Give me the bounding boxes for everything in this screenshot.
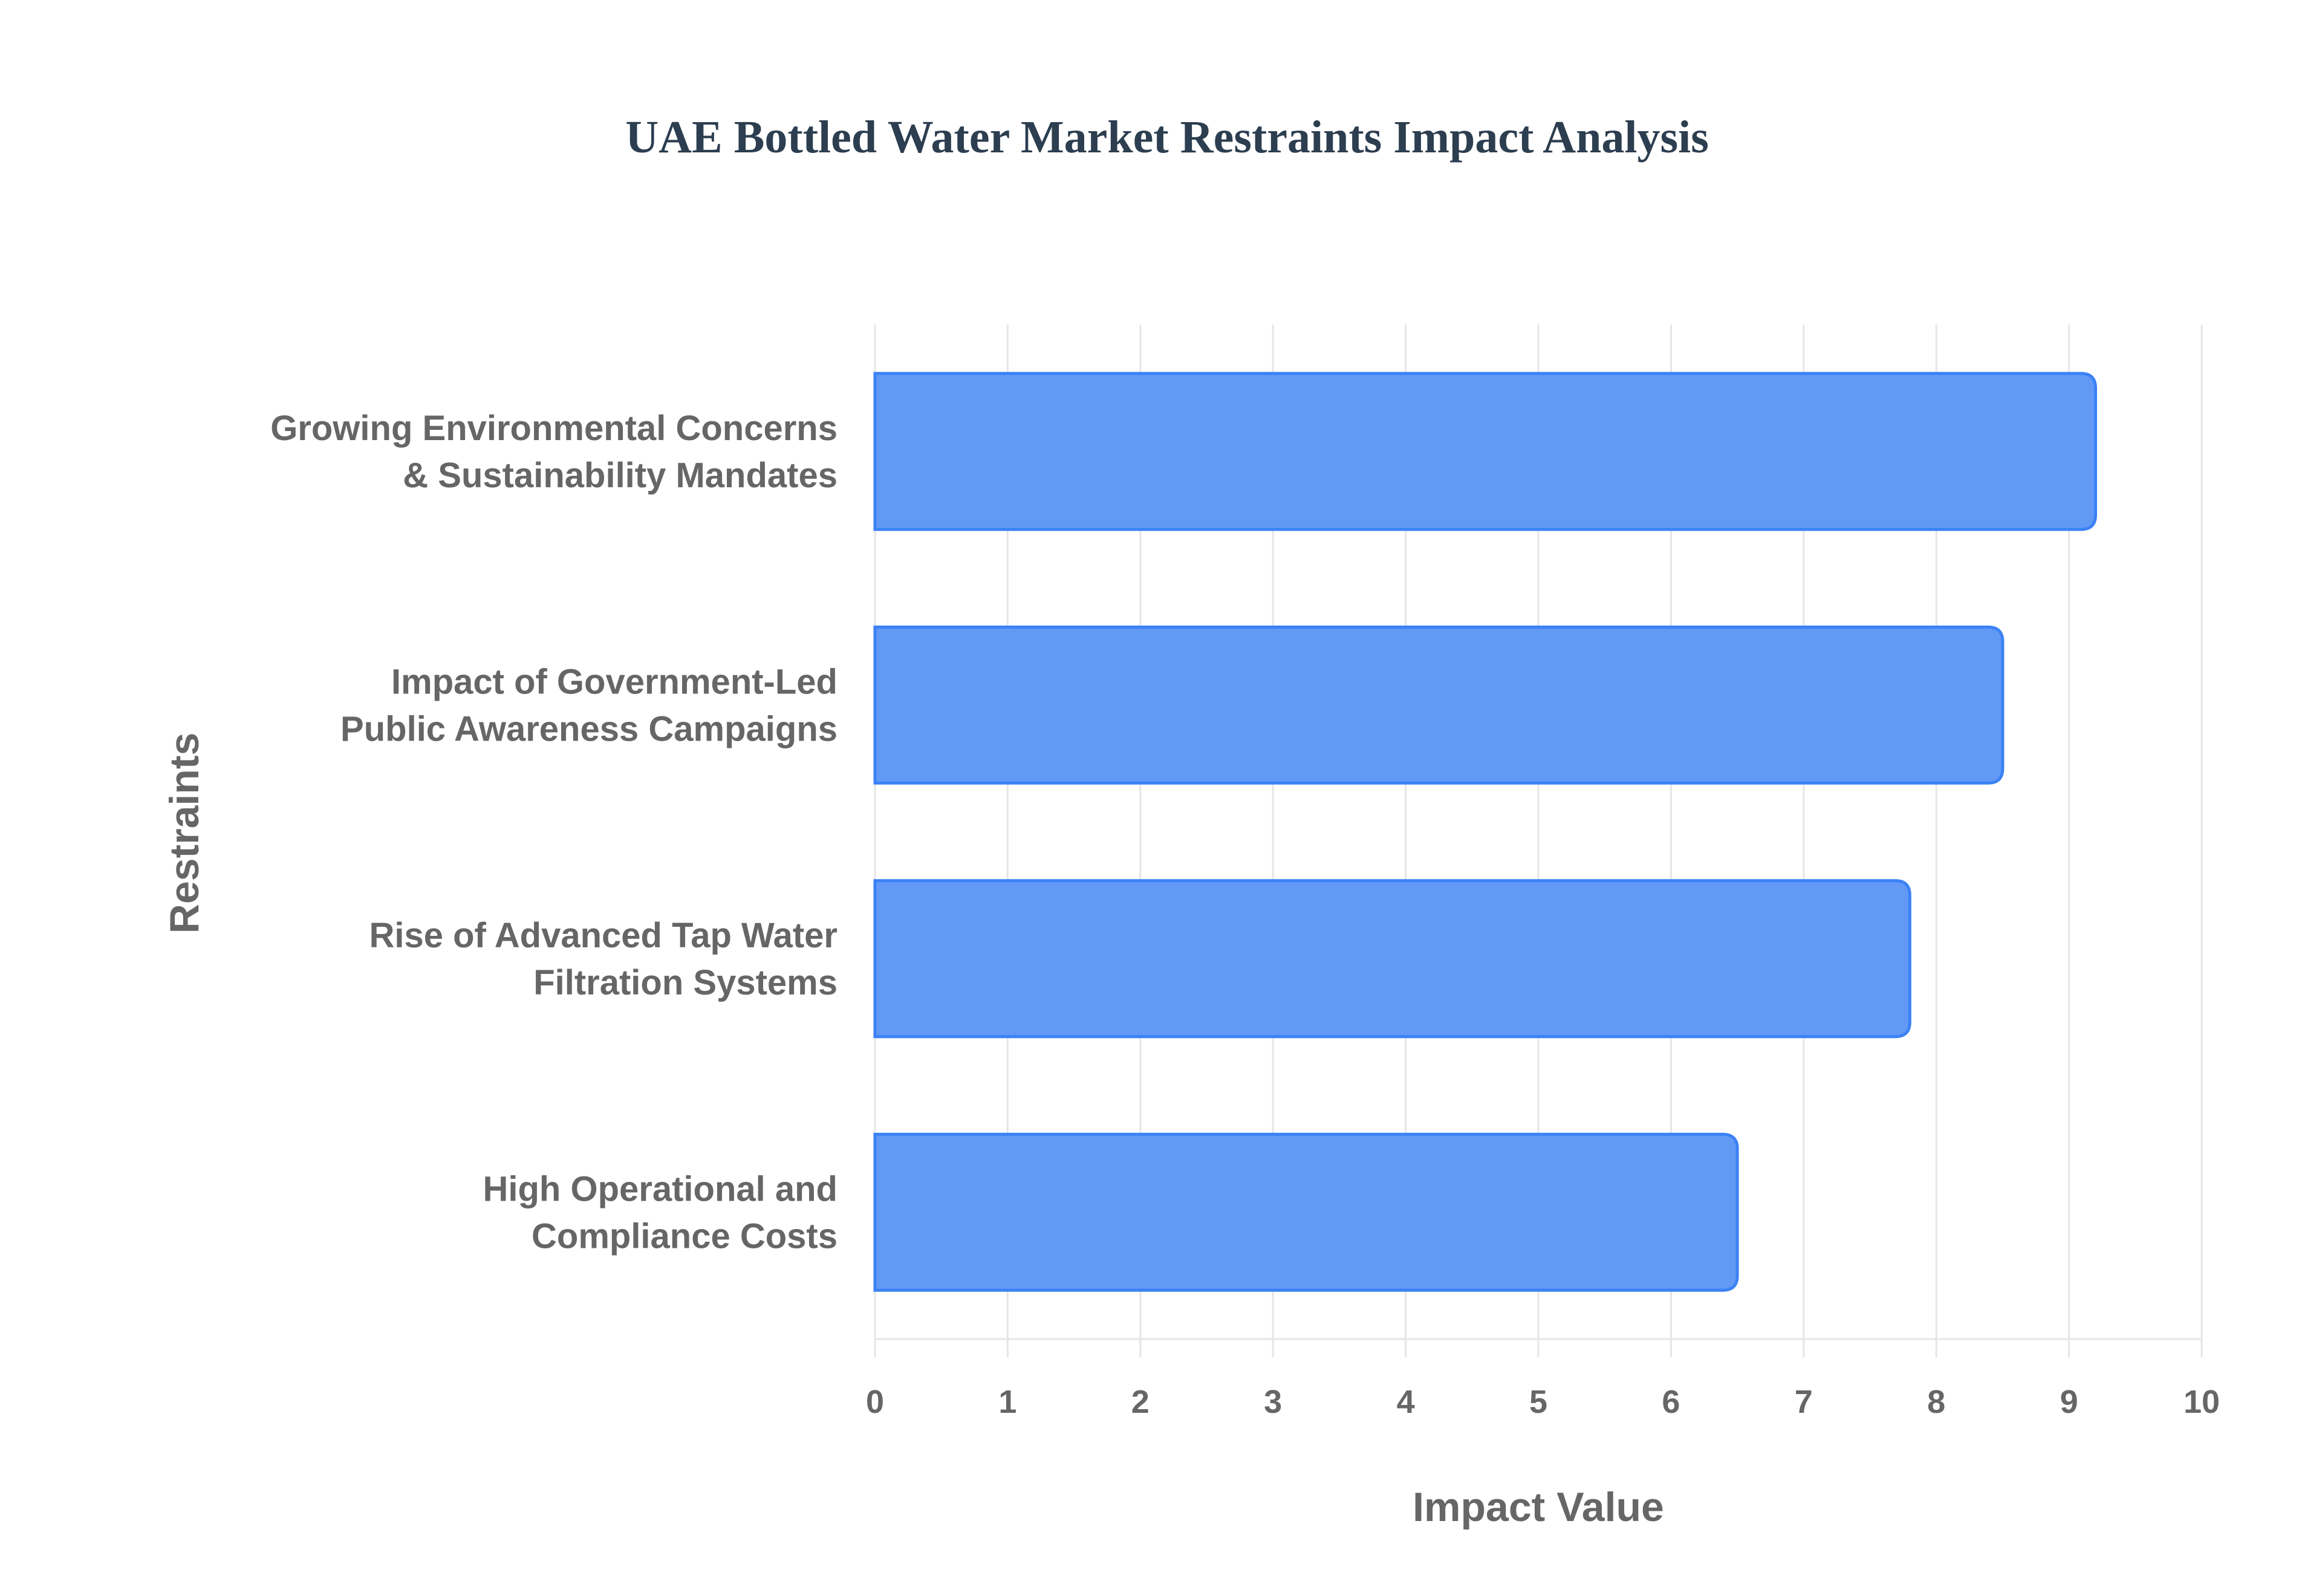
x-tick-label: 10 [2184, 1384, 2220, 1420]
category-label: Public Awareness Campaigns [340, 709, 837, 748]
x-tick-label: 2 [1131, 1384, 1150, 1420]
bar[interactable] [873, 879, 1911, 1039]
x-tick-label: 0 [866, 1384, 884, 1420]
bar[interactable] [873, 1132, 1739, 1292]
x-axis-title: Impact Value [1413, 1484, 1664, 1530]
chart-title: UAE Bottled Water Market Restraints Impa… [625, 112, 1709, 163]
x-tick-labels: 0 1 2 3 4 5 6 7 8 9 10 [866, 1384, 2220, 1420]
x-tick-label: 1 [998, 1384, 1016, 1420]
x-tick-label: 6 [1662, 1384, 1680, 1420]
x-tick-label: 7 [1795, 1384, 1813, 1420]
category-label: Compliance Costs [532, 1216, 837, 1256]
x-tick-label: 5 [1529, 1384, 1547, 1420]
x-tick-label: 9 [2060, 1384, 2078, 1420]
x-tick-label: 8 [1927, 1384, 1945, 1420]
category-label: & Sustainability Mandates [403, 456, 837, 495]
y-axis-title: Restraints [161, 733, 207, 934]
x-tick-label: 3 [1264, 1384, 1282, 1420]
category-label: Rise of Advanced Tap Water [369, 916, 837, 955]
category-label: Growing Environmental Concerns [270, 409, 837, 448]
category-labels: Growing Environmental Concerns & Sustaina… [270, 409, 837, 1256]
x-tick-label: 4 [1397, 1384, 1415, 1420]
category-label: High Operational and [483, 1169, 838, 1208]
bars [873, 372, 2097, 1292]
bar[interactable] [873, 625, 2005, 785]
bar[interactable] [873, 372, 2097, 531]
category-label: Filtration Systems [533, 963, 837, 1002]
category-label: Impact of Government-Led [391, 662, 837, 701]
